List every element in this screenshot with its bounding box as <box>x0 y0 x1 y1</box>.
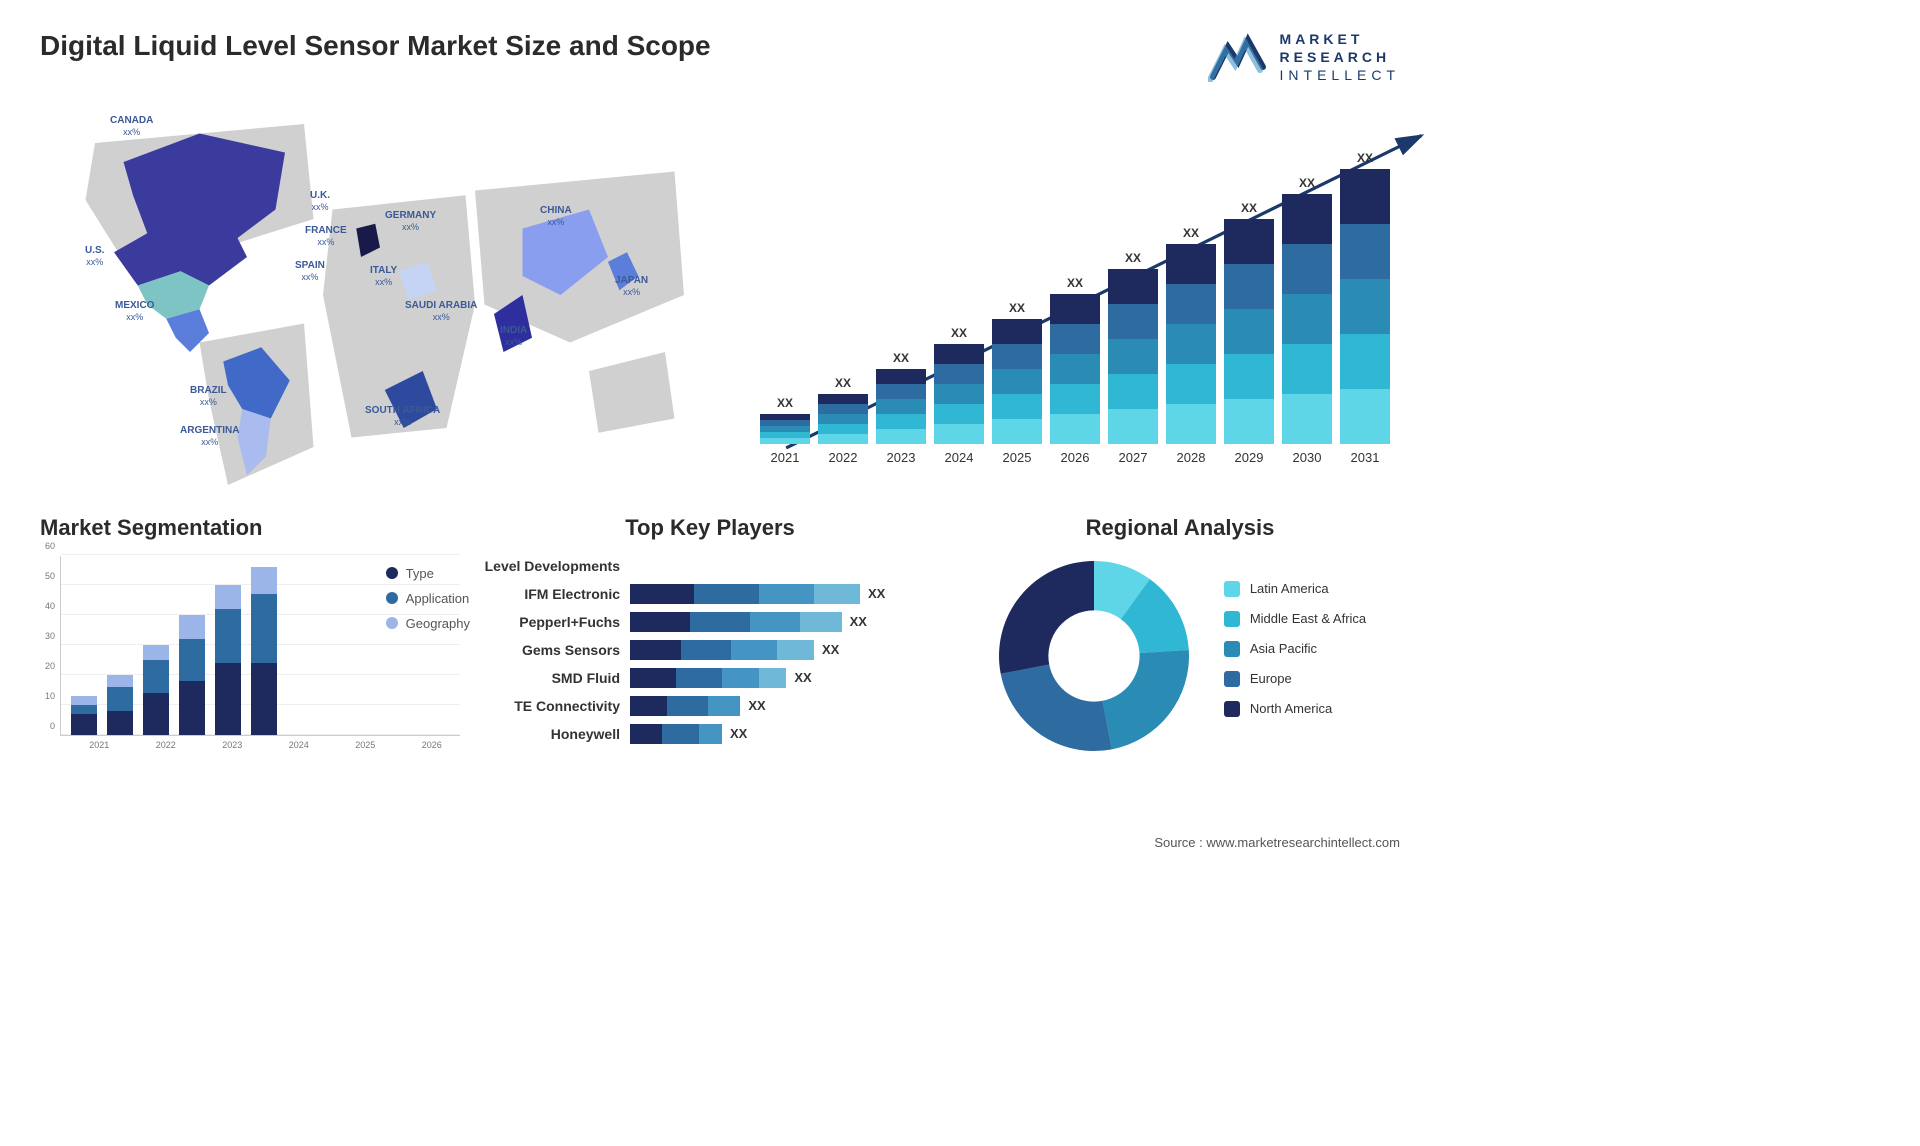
segmentation-title: Market Segmentation <box>40 515 460 541</box>
logo-line3: INTELLECT <box>1280 66 1400 84</box>
map-label: JAPANxx% <box>615 275 648 298</box>
seg-bar <box>143 645 169 735</box>
map-label: INDIAxx% <box>500 325 527 348</box>
seg-bar <box>215 585 241 735</box>
logo-line2: RESEARCH <box>1280 48 1400 66</box>
growth-bars: XX2021XX2022XX2023XX2024XX2025XX2026XX20… <box>760 155 1390 465</box>
seg-bar <box>107 675 133 735</box>
seg-yaxis: 0102030405060 <box>40 556 60 736</box>
player-row: SMD FluidXX <box>480 668 940 688</box>
seg-legend-item: Type <box>386 566 470 581</box>
growth-bar: XX2026 <box>1050 276 1100 465</box>
regional-title: Regional Analysis <box>960 515 1400 541</box>
growth-bar: XX2022 <box>818 376 868 465</box>
seg-bar <box>179 615 205 735</box>
players-list: Level Developments IFM ElectronicXX Pepper… <box>480 556 940 744</box>
region-legend-item: North America <box>1224 701 1366 717</box>
growth-bar: XX2031 <box>1340 151 1390 465</box>
map-label: BRAZILxx% <box>190 385 227 408</box>
players-title: Top Key Players <box>480 515 940 541</box>
growth-bar: XX2025 <box>992 301 1042 465</box>
seg-legend-item: Geography <box>386 616 470 631</box>
growth-bar: XX2027 <box>1108 251 1158 465</box>
seg-xlabels: 202120222023202420252026 <box>71 740 460 750</box>
player-row: HoneywellXX <box>480 724 940 744</box>
region-legend-item: Europe <box>1224 671 1366 687</box>
regional-donut <box>994 556 1194 756</box>
growth-bar: XX2021 <box>760 396 810 465</box>
map-label: ITALYxx% <box>370 265 397 288</box>
seg-legend-item: Application <box>386 591 470 606</box>
world-map: CANADAxx% U.S.xx% MEXICOxx% BRAZILxx% ARGENT… <box>40 105 720 485</box>
segmentation-panel: Market Segmentation 0102030405060 202120… <box>40 515 460 776</box>
regional-legend: Latin America Middle East & Africa Asia Pa… <box>1224 581 1366 731</box>
logo-line1: MARKET <box>1280 30 1400 48</box>
player-row: IFM ElectronicXX <box>480 584 940 604</box>
map-label: SOUTH AFRICAxx% <box>365 405 440 428</box>
seg-bar <box>71 696 97 735</box>
player-row: Gems SensorsXX <box>480 640 940 660</box>
source-text: Source : www.marketresearchintellect.com <box>1154 835 1400 850</box>
player-row: TE ConnectivityXX <box>480 696 940 716</box>
map-label: MEXICOxx% <box>115 300 154 323</box>
map-label: CANADAxx% <box>110 115 153 138</box>
player-row: Pepperl+FuchsXX <box>480 612 940 632</box>
seg-legend: Type Application Geography <box>386 566 470 641</box>
map-label: CHINAxx% <box>540 205 572 228</box>
growth-bar: XX2028 <box>1166 226 1216 465</box>
map-label: SPAINxx% <box>295 260 325 283</box>
map-label: SAUDI ARABIAxx% <box>405 300 477 323</box>
map-label: ARGENTINAxx% <box>180 425 239 448</box>
player-row: Level Developments <box>480 556 940 576</box>
map-label: FRANCExx% <box>305 225 347 248</box>
region-legend-item: Middle East & Africa <box>1224 611 1366 627</box>
growth-chart: XX2021XX2022XX2023XX2024XX2025XX2026XX20… <box>750 125 1400 485</box>
growth-bar: XX2029 <box>1224 201 1274 465</box>
logo-icon <box>1208 32 1268 82</box>
brand-logo: MARKET RESEARCH INTELLECT <box>1208 30 1400 85</box>
region-legend-item: Latin America <box>1224 581 1366 597</box>
page-title: Digital Liquid Level Sensor Market Size … <box>40 30 711 62</box>
growth-bar: XX2023 <box>876 351 926 465</box>
map-label: GERMANYxx% <box>385 210 436 233</box>
map-label: U.S.xx% <box>85 245 104 268</box>
growth-bar: XX2024 <box>934 326 984 465</box>
growth-bar: XX2030 <box>1282 176 1332 465</box>
regional-panel: Regional Analysis Latin America Middle Ea… <box>960 515 1400 776</box>
players-panel: Top Key Players Level Developments IFM El… <box>480 515 940 776</box>
seg-bar <box>251 567 277 735</box>
map-label: U.K.xx% <box>310 190 330 213</box>
donut-svg <box>994 556 1194 756</box>
region-legend-item: Asia Pacific <box>1224 641 1366 657</box>
